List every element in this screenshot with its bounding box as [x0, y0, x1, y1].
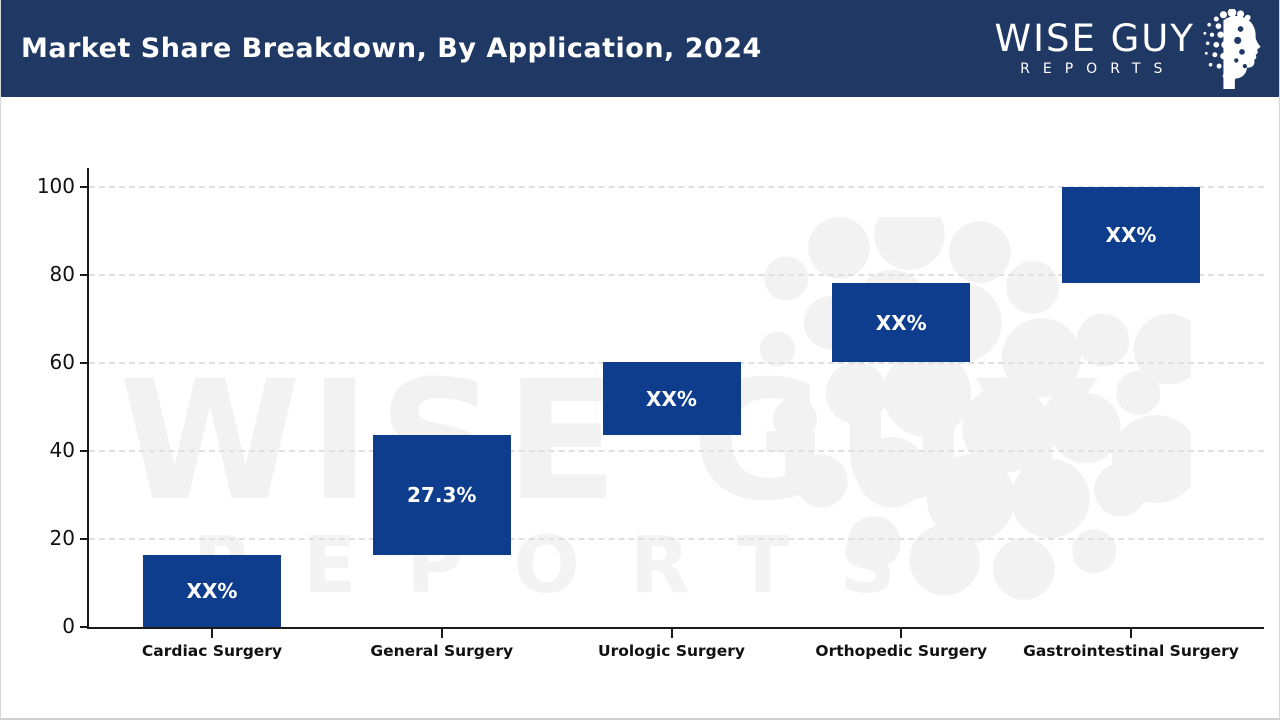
category-label: Orthopedic Surgery — [815, 642, 988, 660]
ytick-mark — [80, 626, 89, 628]
page-title: Market Share Breakdown, By Application, … — [21, 33, 762, 64]
bar-orthopedic-surgery: XX% — [832, 283, 971, 363]
chart-area: WISE GUY REPORTS 0 20 40 60 80 100 XX% Cardiac … — [1, 97, 1279, 718]
ytick-mark — [80, 274, 89, 276]
ytick-mark — [80, 538, 89, 540]
xtick-mark — [670, 629, 673, 638]
bar-value-label: XX% — [875, 310, 927, 335]
watermark-subtext: REPORTS — [193, 521, 946, 611]
logo-brand-name: WISE GUY — [994, 17, 1195, 60]
xtick-mark — [440, 629, 443, 638]
x-axis — [87, 627, 1264, 629]
bar-urologic-surgery: XX% — [602, 362, 741, 436]
ytick-mark — [80, 362, 89, 364]
logo-brand-subtitle: REPORTS — [1020, 61, 1176, 77]
category-label: Urologic Surgery — [597, 642, 746, 660]
wiseguy-face-icon — [1203, 8, 1261, 89]
ytick-label: 20 — [49, 526, 75, 550]
gridline-y40 — [89, 450, 1264, 452]
header: Market Share Breakdown, By Application, … — [1, 0, 1279, 97]
bar-value-label: XX% — [646, 386, 697, 411]
y-axis — [87, 168, 89, 629]
category-label: Gastrointestinal Surgery — [1023, 642, 1239, 660]
category-label: Cardiac Surgery — [141, 642, 283, 660]
bar-value-label: XX% — [1105, 223, 1157, 248]
bar-gastrointestinal-surgery: XX% — [1062, 187, 1200, 284]
xtick-mark — [900, 629, 903, 638]
wiseguy-logo: WISE GUY REPORTS — [995, 8, 1265, 89]
gridline-y100 — [89, 186, 1264, 188]
bar-value-label: XX% — [186, 579, 238, 604]
bar-general-surgery: 27.3% — [372, 435, 511, 556]
wiseguy-logo-text: WISE GUY REPORTS — [995, 20, 1195, 77]
gridline-y80 — [89, 274, 1264, 276]
bar-value-label: 27.3% — [407, 483, 477, 508]
ytick-mark — [80, 450, 89, 452]
ytick-label: 40 — [49, 438, 75, 462]
xtick-mark — [211, 629, 213, 638]
xtick-mark — [1130, 629, 1132, 638]
gridline-y20 — [89, 538, 1264, 540]
watermark-face-dots — [759, 217, 1191, 600]
ytick-label: 100 — [36, 174, 75, 198]
ytick-mark — [80, 186, 89, 188]
category-label: General Surgery — [370, 642, 514, 660]
bar-cardiac-surgery: XX% — [143, 555, 281, 627]
ytick-label: 80 — [49, 262, 75, 286]
ytick-label: 60 — [49, 350, 75, 374]
ytick-label: 0 — [62, 614, 75, 638]
